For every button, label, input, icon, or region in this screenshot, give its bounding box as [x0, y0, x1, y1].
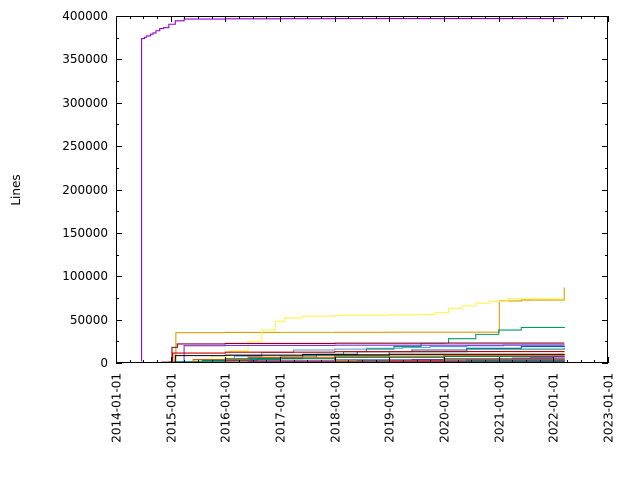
x-tick-label: 2020-01-01	[438, 373, 452, 443]
x-tick-label: 2021-01-01	[493, 373, 507, 443]
y-axis-ticks	[116, 16, 608, 364]
x-tick-label: 2016-01-01	[219, 373, 233, 443]
x-tick-label: 2014-01-01	[110, 373, 124, 443]
y-tick-label: 200000	[62, 183, 108, 197]
x-tick-label: 2019-01-01	[383, 373, 397, 443]
y-tick-label: 350000	[62, 52, 108, 66]
plot-border	[116, 16, 608, 363]
x-tick-label: 2015-01-01	[165, 373, 179, 443]
y-axis-tick-labels: 0 50000 100000 150000 200000 250000 300000 3500…	[62, 9, 108, 370]
y-tick-label: 150000	[62, 226, 108, 240]
series-line	[141, 18, 565, 362]
y-tick-label: 0	[100, 356, 108, 370]
y-tick-label: 100000	[62, 269, 108, 283]
series-layer	[116, 18, 565, 363]
x-tick-label: 2018-01-01	[329, 373, 343, 443]
y-axis-title: Lines	[9, 174, 23, 205]
x-axis-tick-labels: 2014-01-01 2015-01-01 2016-01-01 2017-01-01…	[110, 373, 616, 443]
x-tick-label: 2017-01-01	[274, 373, 288, 443]
y-tick-label: 400000	[62, 9, 108, 23]
y-tick-label: 300000	[62, 96, 108, 110]
plot-frame	[116, 16, 608, 363]
x-tick-label: 2023-01-01	[602, 373, 616, 443]
y-tick-label: 50000	[70, 313, 108, 327]
x-axis-ticks	[116, 16, 609, 363]
y-tick-label: 250000	[62, 139, 108, 153]
x-tick-label: 2022-01-01	[547, 373, 561, 443]
